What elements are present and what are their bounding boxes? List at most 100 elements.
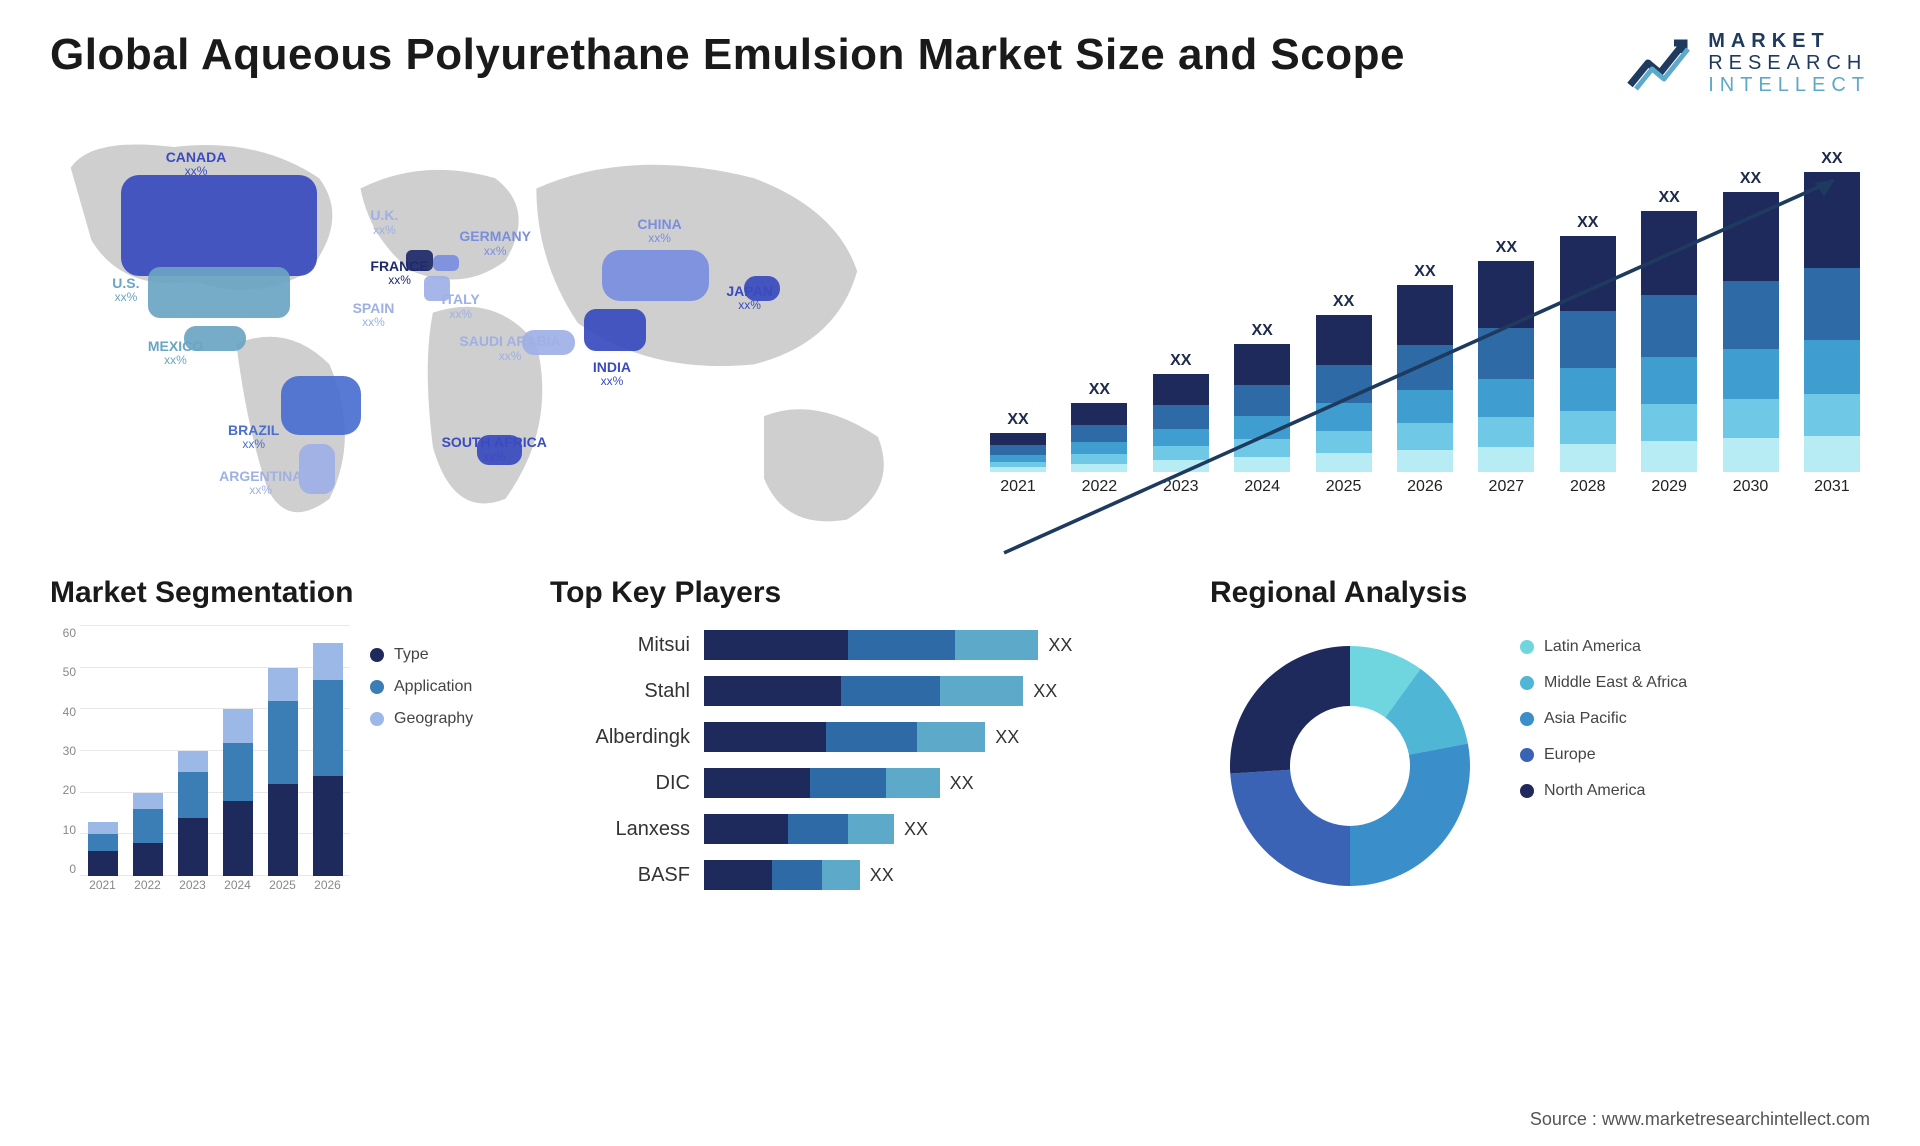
seg-ytick: 50 [50, 665, 76, 679]
regional-legend-item: Latin America [1520, 638, 1687, 656]
seg-bar-segment [133, 843, 163, 876]
map-label-name: SPAIN [353, 301, 395, 316]
growth-bar-year: 2023 [1163, 478, 1199, 496]
growth-bar-seg [1234, 385, 1290, 416]
seg-bar-segment [88, 822, 118, 835]
seg-xtick: 2022 [134, 878, 161, 906]
seg-bar-segment [178, 751, 208, 772]
seg-bar-segment [178, 818, 208, 876]
map-label: GERMANYxx% [459, 229, 531, 258]
map-label-name: JAPAN [726, 284, 772, 299]
map-label-pct: xx% [148, 354, 203, 367]
map-label-pct: xx% [459, 350, 560, 363]
seg-bar-segment [133, 809, 163, 842]
growth-bar-label: XX [1740, 170, 1761, 188]
regional-legend-item: Europe [1520, 746, 1687, 764]
growth-bar-year: 2028 [1570, 478, 1606, 496]
growth-bar-label: XX [1414, 263, 1435, 281]
growth-bar-seg [1560, 411, 1616, 444]
growth-bar-seg [1234, 457, 1290, 472]
growth-bar-seg [1560, 311, 1616, 368]
growth-bar-seg [1234, 439, 1290, 457]
growth-bar-seg [1478, 328, 1534, 379]
growth-bar: XX 2026 [1397, 263, 1453, 496]
player-bar-seg [822, 860, 860, 890]
player-name: Mitsui [638, 630, 690, 660]
seg-xtick: 2024 [224, 878, 251, 906]
seg-bar [268, 668, 298, 876]
growth-bar: XX 2025 [1316, 293, 1372, 496]
page-title: Global Aqueous Polyurethane Emulsion Mar… [50, 30, 1405, 80]
player-row: XX [704, 860, 1170, 890]
logo: MARKET RESEARCH INTELLECT [1626, 30, 1870, 96]
map-labels: CANADAxx%U.S.xx%MEXICOxx%BRAZILxx%ARGENT… [50, 116, 940, 536]
top-players-panel: Top Key Players MitsuiStahlAlberdingkDIC… [550, 576, 1170, 936]
growth-bar-seg [1641, 295, 1697, 358]
map-label-pct: xx% [219, 484, 302, 497]
seg-ytick: 20 [50, 783, 76, 797]
player-bar-seg [704, 630, 848, 660]
map-label-pct: xx% [726, 299, 772, 312]
map-label-name: CHINA [637, 217, 681, 232]
growth-bar-seg [1071, 425, 1127, 442]
legend-dot-icon [1520, 640, 1534, 654]
player-bar-seg [772, 860, 821, 890]
seg-bar-segment [88, 851, 118, 876]
player-value: XX [1048, 635, 1072, 656]
player-names: MitsuiStahlAlberdingkDICLanxessBASF [550, 626, 690, 890]
legend-dot-icon [370, 648, 384, 662]
growth-bar-seg [1153, 405, 1209, 429]
regional-donut [1210, 626, 1490, 906]
seg-bar-segment [268, 784, 298, 876]
main-row: CANADAxx%U.S.xx%MEXICOxx%BRAZILxx%ARGENT… [50, 116, 1870, 536]
growth-bar-seg [1397, 345, 1453, 390]
seg-bar-segment [223, 743, 253, 801]
player-bar-seg [788, 814, 849, 844]
segmentation-panel: Market Segmentation 6050403020100 202120… [50, 576, 510, 936]
seg-bar-segment [223, 801, 253, 876]
legend-label: Application [394, 678, 472, 696]
world-map: CANADAxx%U.S.xx%MEXICOxx%BRAZILxx%ARGENT… [50, 116, 940, 536]
legend-label: Middle East & Africa [1544, 674, 1687, 692]
growth-bar-seg [1234, 344, 1290, 385]
player-row: XX [704, 630, 1170, 660]
growth-bar-year: 2027 [1489, 478, 1525, 496]
segmentation-chart: 6050403020100 202120222023202420252026 [50, 626, 350, 906]
seg-bar-segment [133, 793, 163, 810]
bottom-row: Market Segmentation 6050403020100 202120… [50, 576, 1870, 936]
map-label-name: SOUTH AFRICA [442, 435, 547, 450]
map-label-pct: xx% [370, 274, 428, 287]
growth-bar-seg [1723, 438, 1779, 472]
growth-bar-seg [1723, 192, 1779, 282]
legend-dot-icon [1520, 712, 1534, 726]
growth-bar-seg [1071, 464, 1127, 472]
logo-line-2: RESEARCH [1708, 52, 1870, 74]
seg-xtick: 2025 [269, 878, 296, 906]
regional-title: Regional Analysis [1210, 576, 1870, 610]
map-label: SOUTH AFRICAxx% [442, 435, 547, 464]
legend-dot-icon [1520, 784, 1534, 798]
players-title: Top Key Players [550, 576, 1170, 610]
legend-label: Latin America [1544, 638, 1641, 656]
growth-bar: XX 2031 [1804, 150, 1860, 496]
seg-bar-segment [313, 680, 343, 776]
legend-label: Type [394, 646, 429, 664]
legend-label: Geography [394, 710, 473, 728]
player-bar-seg [940, 676, 1024, 706]
map-label: INDIAxx% [593, 360, 631, 389]
player-bar-seg [841, 676, 940, 706]
growth-bar-seg [1234, 416, 1290, 439]
donut-segment [1350, 744, 1470, 886]
player-name: BASF [638, 860, 690, 890]
growth-bar-year: 2024 [1244, 478, 1280, 496]
seg-bar [88, 822, 118, 876]
player-row: XX [704, 768, 1170, 798]
growth-bar-seg [1804, 340, 1860, 394]
growth-bar-year: 2029 [1651, 478, 1687, 496]
growth-bar-seg [1153, 374, 1209, 405]
player-value: XX [995, 727, 1019, 748]
logo-line-1: MARKET [1708, 30, 1870, 52]
player-bar-seg [955, 630, 1039, 660]
map-label: BRAZILxx% [228, 423, 279, 452]
map-label: FRANCExx% [370, 259, 428, 288]
